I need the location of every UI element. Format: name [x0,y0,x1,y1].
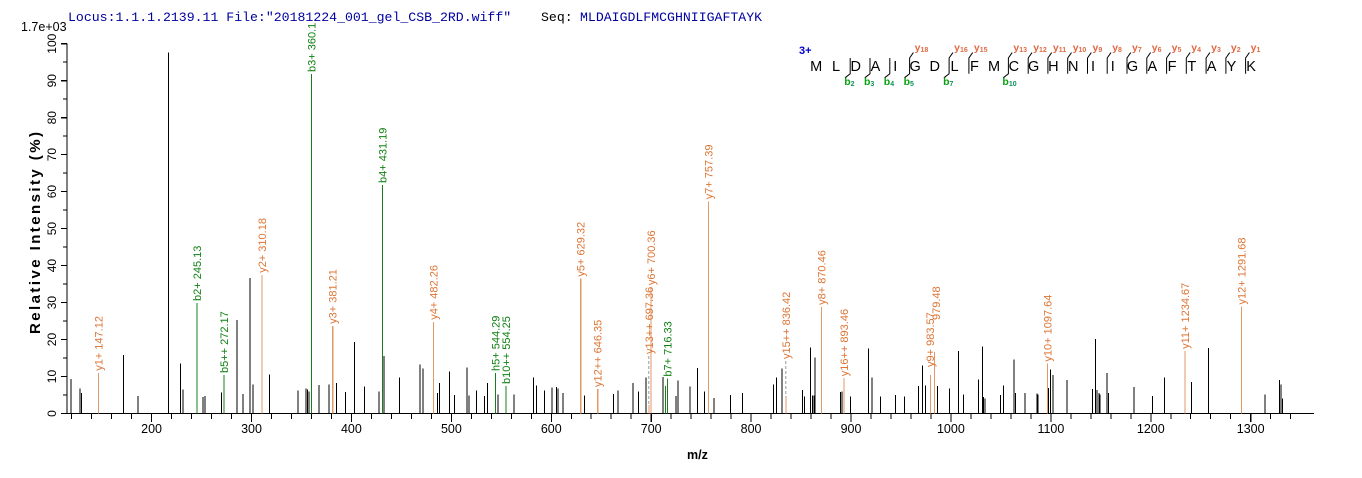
svg-text:1200: 1200 [1137,422,1165,436]
svg-text:b7+ 716.33: b7+ 716.33 [662,321,674,376]
svg-text:y9+ 983.57: y9+ 983.57 [925,312,937,367]
svg-text:500: 500 [441,422,462,436]
svg-text:Locus:1.1.1.2139.11 File:"2018: Locus:1.1.1.2139.11 File:"20181224_001_g… [68,10,511,25]
svg-text:1000: 1000 [937,422,965,436]
svg-text:y7+ 757.39: y7+ 757.39 [704,145,716,200]
svg-text:G: G [909,59,920,75]
svg-text:m/z: m/z [687,448,708,462]
svg-text:G: G [1127,59,1138,75]
svg-text:y5: y5 [1172,42,1182,54]
svg-text:80: 80 [45,111,59,125]
svg-text:D: D [850,59,860,75]
svg-text:M: M [988,59,1000,75]
svg-text:Seq:: Seq: [541,10,573,25]
svg-text:979.48: 979.48 [931,286,943,320]
svg-text:N: N [1068,59,1078,75]
svg-text:y9: y9 [1093,42,1103,54]
svg-text:b2+ 245.13: b2+ 245.13 [192,246,204,301]
svg-text:T: T [1187,59,1196,75]
svg-text:60: 60 [45,185,59,199]
svg-text:I: I [1111,59,1115,75]
svg-text:G: G [1028,59,1039,75]
svg-text:y6+ 700.36: y6+ 700.36 [646,230,658,285]
svg-text:100: 100 [45,33,59,53]
svg-text:3+: 3+ [799,45,812,57]
svg-text:D: D [930,59,940,75]
svg-text:b2: b2 [844,76,854,88]
svg-text:90: 90 [45,74,59,88]
svg-text:y11+ 1234.67: y11+ 1234.67 [1180,283,1192,349]
svg-text:b10++ 554.25: b10++ 554.25 [501,316,513,384]
svg-text:y3+ 381.21: y3+ 381.21 [328,269,340,324]
svg-text:40: 40 [45,259,59,273]
svg-text:70: 70 [45,148,59,162]
svg-text:A: A [1207,59,1217,75]
svg-text:y10+ 1097.64: y10+ 1097.64 [1042,295,1054,362]
svg-text:y7: y7 [1132,42,1142,54]
svg-text:b5++ 272.17: b5++ 272.17 [219,311,231,373]
svg-text:1300: 1300 [1237,422,1265,436]
svg-text:I: I [893,59,897,75]
svg-text:L: L [832,59,840,75]
svg-text:y5+ 629.32: y5+ 629.32 [576,222,588,277]
svg-text:y8+ 870.46: y8+ 870.46 [817,250,829,305]
svg-text:y8: y8 [1112,42,1122,54]
svg-text:h5+ 544.29: h5+ 544.29 [491,316,503,371]
svg-text:b4: b4 [884,76,894,88]
svg-text:F: F [970,59,979,75]
svg-text:C: C [1009,59,1019,75]
svg-text:b3: b3 [864,76,874,88]
svg-text:Y: Y [1227,59,1237,75]
svg-text:400: 400 [341,422,362,436]
svg-text:1100: 1100 [1037,422,1064,436]
svg-text:A: A [1147,59,1157,75]
svg-text:y4+ 482.26: y4+ 482.26 [429,265,441,320]
svg-text:y2+ 310.18: y2+ 310.18 [257,218,269,273]
svg-text:Relative Intensity (%): Relative Intensity (%) [27,132,44,334]
svg-text:MLDAIGDLFMCGHNIIGAFTAYK: MLDAIGDLFMCGHNIIGAFTAYK [580,10,762,25]
svg-text:b4+ 431.19: b4+ 431.19 [378,128,390,183]
svg-text:y2: y2 [1231,42,1241,54]
svg-text:1.7e+03: 1.7e+03 [21,20,67,34]
svg-text:10: 10 [45,370,59,384]
svg-text:50: 50 [45,222,59,236]
svg-text:300: 300 [241,422,262,436]
svg-text:20: 20 [45,333,59,347]
svg-text:b3+ 360.1: b3+ 360.1 [307,23,319,72]
svg-text:y1: y1 [1251,42,1261,54]
svg-text:H: H [1048,59,1058,75]
svg-text:700: 700 [641,422,662,436]
svg-text:600: 600 [541,422,562,436]
svg-text:y16++ 893.46: y16++ 893.46 [839,309,851,376]
svg-text:y12++ 646.35: y12++ 646.35 [593,320,605,387]
svg-text:I: I [1091,59,1095,75]
svg-text:y12+ 1291.68: y12+ 1291.68 [1237,238,1249,305]
svg-text:b7: b7 [943,76,953,88]
svg-text:L: L [951,59,959,75]
svg-text:900: 900 [841,422,862,436]
svg-text:A: A [871,59,881,75]
svg-text:y4: y4 [1191,42,1201,54]
svg-text:K: K [1246,59,1256,75]
svg-text:0: 0 [45,410,59,417]
svg-text:y1+ 147.12: y1+ 147.12 [94,316,106,371]
svg-text:F: F [1168,59,1177,75]
svg-text:y3: y3 [1211,42,1221,54]
svg-text:800: 800 [741,422,762,436]
svg-text:y13++ 697.36: y13++ 697.36 [644,287,656,354]
svg-text:y15++ 836.42: y15++ 836.42 [781,292,793,359]
svg-text:30: 30 [45,296,59,310]
svg-text:M: M [810,59,822,75]
svg-text:200: 200 [141,422,162,436]
svg-text:b5: b5 [904,76,914,88]
svg-text:y6: y6 [1152,42,1162,54]
